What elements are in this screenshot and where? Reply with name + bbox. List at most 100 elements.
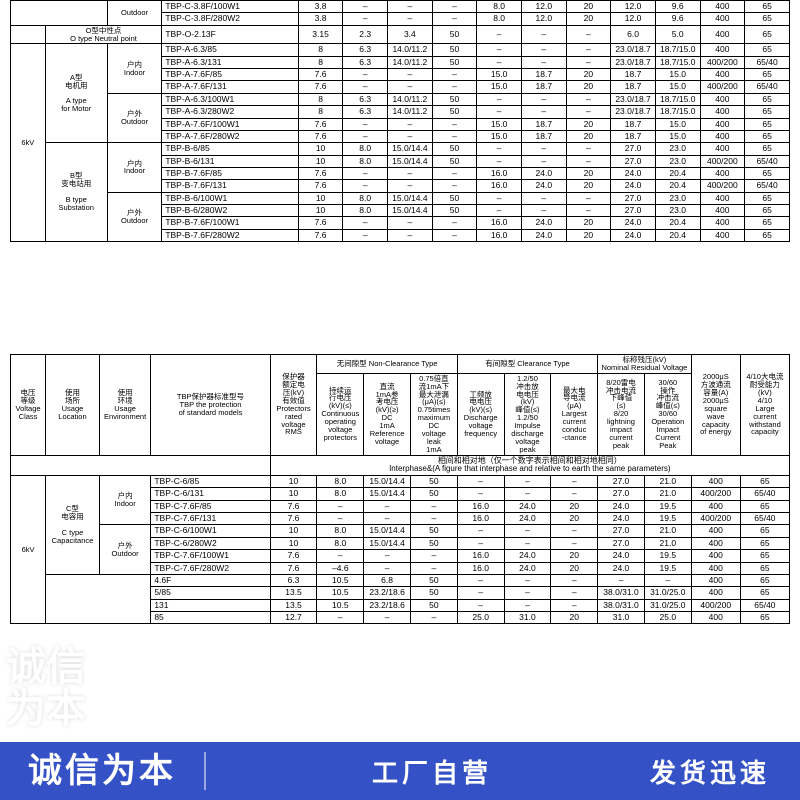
model-cell: TBP-A-6.3/280W2 [162, 106, 298, 118]
cell: 16.0 [477, 167, 522, 179]
cell: 65 [745, 143, 790, 155]
spec-table-lower: 电压等级VoltageClass使用场所UsageLocation使用环境Usa… [10, 354, 790, 624]
cell: 10.5 [317, 587, 364, 599]
cell: – [364, 562, 411, 574]
cell: 24.0 [598, 513, 645, 525]
cell: – [477, 56, 522, 68]
banner-text-2: 工厂自营 [214, 753, 650, 790]
cell: 12.0 [611, 1, 656, 13]
cell: 20 [566, 81, 611, 93]
cell: – [457, 476, 504, 488]
model-cell: 4.6F [151, 574, 270, 586]
cell: 23.0/18.7 [611, 93, 656, 105]
cell: 31.0/25.0 [644, 587, 691, 599]
model-cell: TBP-C-6/280W2 [151, 537, 270, 549]
cell: – [477, 155, 522, 167]
model-cell: TBP-C-3.8F/100W1 [162, 1, 298, 13]
cell: 18.7 [521, 130, 566, 142]
cell: 8.0 [477, 13, 522, 25]
cell: 6.3 [343, 93, 388, 105]
cell: 65/40 [745, 155, 790, 167]
cell: – [477, 143, 522, 155]
group-cell: 户内Indoor [107, 44, 162, 93]
cell: 6.0 [611, 25, 656, 44]
cell: – [343, 167, 388, 179]
cell: 6.8 [364, 574, 411, 586]
cell: 400/200 [691, 488, 740, 500]
cell: – [477, 25, 522, 44]
cell: 400/200 [700, 81, 745, 93]
cell: 27.0 [611, 143, 656, 155]
cell: 18.7/15.0 [655, 56, 700, 68]
cell: – [388, 81, 433, 93]
model-cell: TBP-C-6/131 [151, 488, 270, 500]
cell: 3.4 [388, 25, 433, 44]
model-cell: TBP-C-7.6F/280W2 [151, 562, 270, 574]
cell: 65 [740, 587, 789, 599]
cell: – [457, 574, 504, 586]
cell: 20.4 [655, 167, 700, 179]
cell: – [343, 229, 388, 241]
cell: 24.0 [504, 562, 551, 574]
cell: 5.0 [655, 25, 700, 44]
cell: 8.0 [343, 192, 388, 204]
cell: – [551, 525, 598, 537]
cell: 27.0 [611, 155, 656, 167]
cell: – [432, 217, 477, 229]
cell: 15.0/14.4 [388, 143, 433, 155]
cell: – [432, 69, 477, 81]
cell: – [432, 229, 477, 241]
cell: 400 [691, 550, 740, 562]
cell: 20.4 [655, 180, 700, 192]
model-cell: 85 [151, 611, 270, 623]
model-cell: TBP-A-6.3/100W1 [162, 93, 298, 105]
group-cell [46, 574, 151, 623]
cell: 6.3 [343, 44, 388, 56]
cell: – [317, 611, 364, 623]
model-cell: TBP-B-7.6F/131 [162, 180, 298, 192]
cell: 24.0 [504, 500, 551, 512]
cell: 15.0 [655, 69, 700, 81]
cell: 6.3 [343, 106, 388, 118]
cell: 50 [410, 525, 457, 537]
cell: 400 [691, 537, 740, 549]
cell: 23.0/18.7 [611, 106, 656, 118]
cell: 19.5 [644, 550, 691, 562]
cell: – [551, 488, 598, 500]
cell: 400 [691, 562, 740, 574]
cell: – [521, 155, 566, 167]
cell: 15.0 [477, 118, 522, 130]
group-cell: 标称残压(kV)Nominal Residual Voltage [598, 355, 692, 374]
cell: 24.0 [611, 229, 656, 241]
group-cell: 1.2/50冲击放电电压(kV)峰值(≤)1.2/50Impulsedischa… [504, 373, 551, 455]
group-cell: 使用环境UsageEnvironment [99, 355, 150, 456]
group-cell [11, 25, 46, 44]
group-cell: 30/60操作冲击流峰值(≤)30/60OperationImpactCurre… [644, 373, 691, 455]
cell: 24.0 [521, 229, 566, 241]
cell: 12.0 [521, 1, 566, 13]
cell: – [504, 488, 551, 500]
cell: 13.5 [270, 587, 317, 599]
group-cell: TBP保护器标准型号TBP the protectionof standard … [151, 355, 270, 456]
cell: 15.0 [655, 130, 700, 142]
cell: – [566, 143, 611, 155]
cell: 50 [432, 44, 477, 56]
cell: – [317, 513, 364, 525]
cell: 21.0 [644, 537, 691, 549]
model-cell: TBP-A-7.6F/280W2 [162, 130, 298, 142]
cell: 400 [691, 574, 740, 586]
cell: 9.6 [655, 13, 700, 25]
cell: – [432, 1, 477, 13]
cell: 8 [298, 93, 343, 105]
cell: –4.6 [317, 562, 364, 574]
cell: – [566, 155, 611, 167]
banner-text-1: 诚信为本 [0, 754, 196, 788]
model-cell: TBP-B-6/85 [162, 143, 298, 155]
cell: – [432, 130, 477, 142]
cell: 16.0 [477, 229, 522, 241]
cell: 50 [432, 204, 477, 216]
cell: – [566, 44, 611, 56]
cell: 8.0 [477, 1, 522, 13]
cell: 15.0 [477, 130, 522, 142]
model-cell: TBP-O-2.13F [162, 25, 298, 44]
